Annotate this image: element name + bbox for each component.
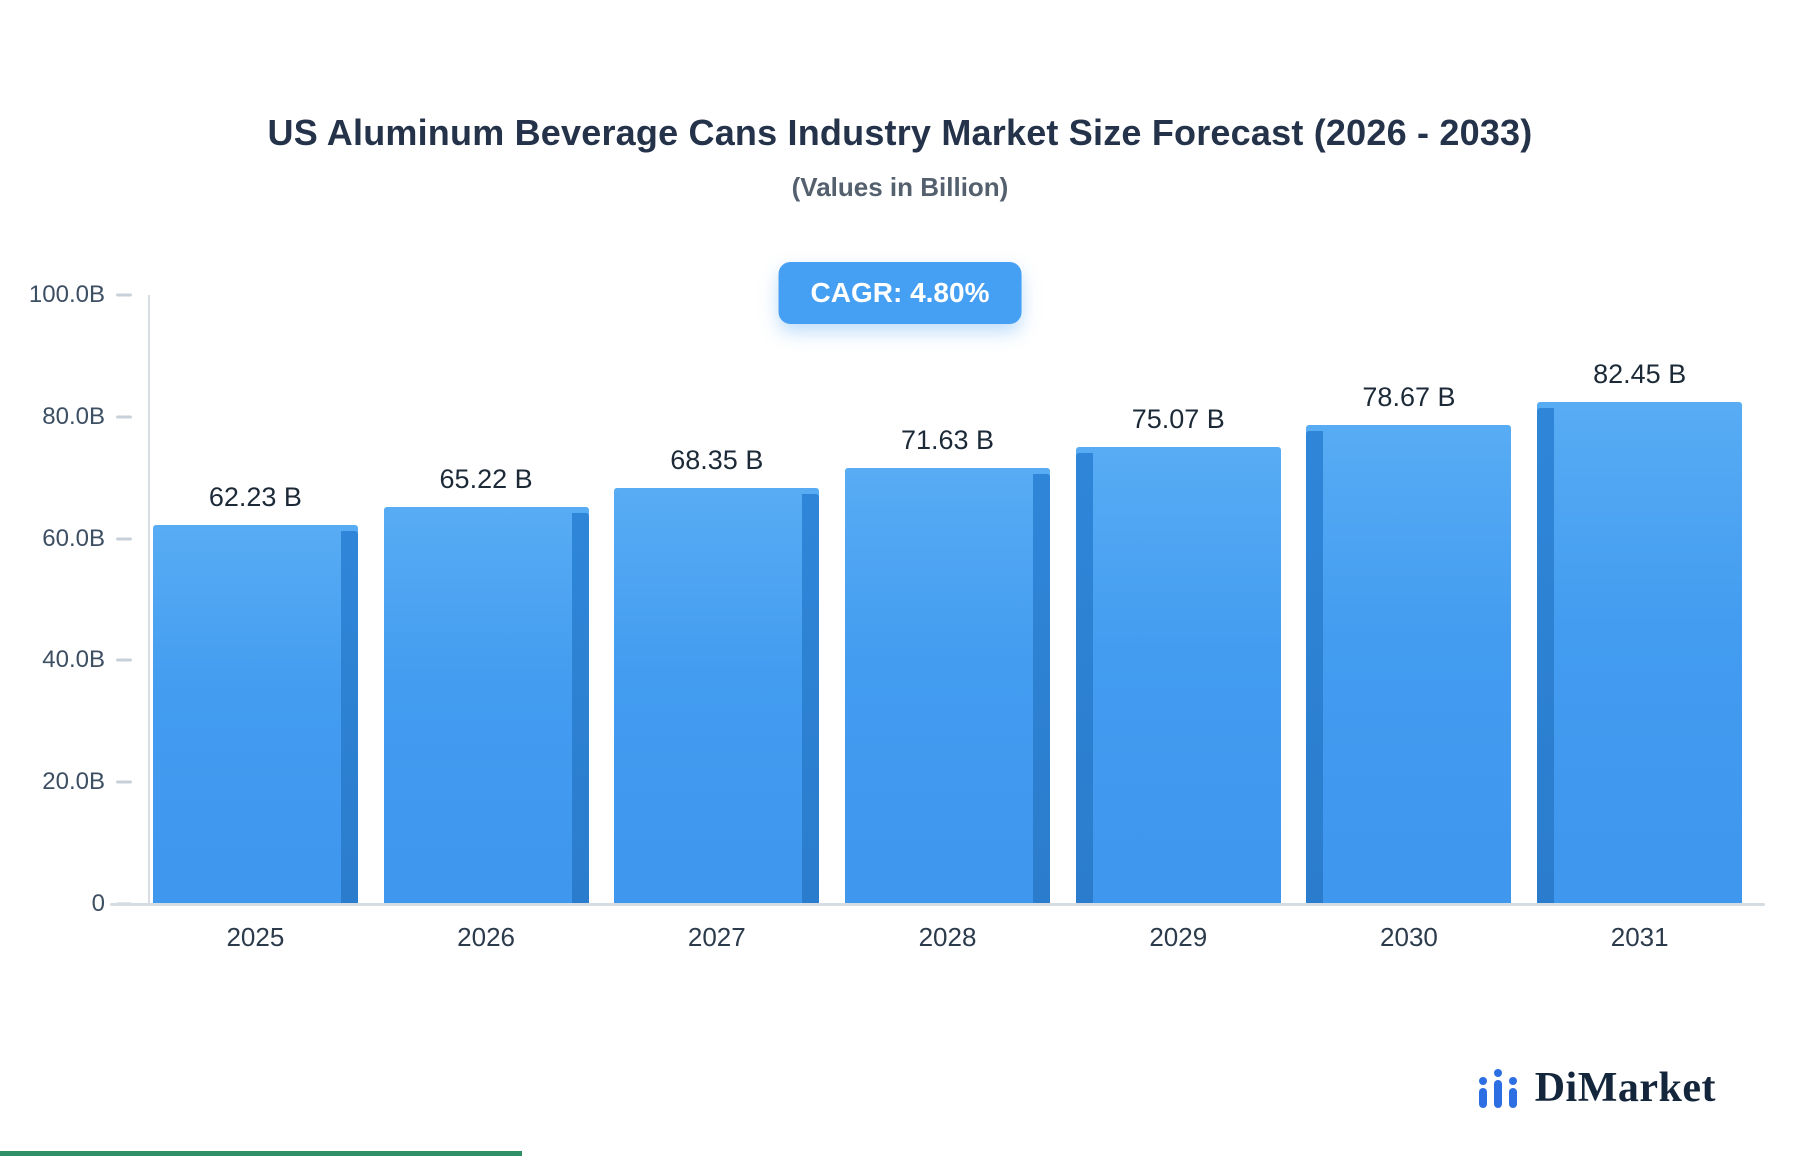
x-axis-label-2029: 2029 (1149, 922, 1208, 952)
bar-group-2029: 75.07 B (1063, 295, 1294, 905)
x-axis-label-2031: 2031 (1610, 922, 1669, 952)
x-axis-line (110, 903, 1765, 906)
bar-group-2028: 71.63 B (832, 295, 1063, 905)
y-axis-label-80.0B: 80.0B (42, 402, 105, 430)
dimarket-logo-text: DiMarket (1534, 1065, 1716, 1111)
cagr-badge: CAGR: 4.80% (778, 262, 1022, 324)
y-axis-label-60.0B: 60.0B (42, 524, 105, 552)
y-axis-tick (116, 415, 132, 419)
y-axis-tick (116, 780, 132, 784)
bar-group-2031: 82.45 B (1524, 295, 1755, 905)
y-axis-tick (116, 658, 132, 662)
chart-title: US Aluminum Beverage Cans Industry Marke… (267, 112, 1533, 153)
bar-value-label: 71.63 B (900, 424, 995, 455)
bar-2026 (383, 506, 589, 905)
y-axis-label-20.0B: 20.0B (42, 768, 105, 796)
y-axis-tick (116, 293, 132, 297)
plot-area: 62.23 B 65.22 B 68.35 B 71.63 B 75.07 B 78.67… (140, 295, 1755, 905)
bottom-accent-strip (0, 1151, 522, 1156)
y-axis-label-40.0B: 40.0B (42, 646, 105, 674)
y-axis-tick (116, 537, 132, 541)
bar-2027 (614, 487, 820, 905)
bar-2030 (1306, 424, 1512, 905)
dimarket-logo-icon (1478, 1069, 1517, 1108)
bar-2025 (152, 525, 358, 904)
y-axis-label-0: 0 (91, 890, 105, 917)
bar-value-label: 68.35 B (670, 444, 764, 475)
bar-value-label: 62.23 B (208, 482, 302, 513)
bar-2031 (1537, 401, 1743, 905)
bar-value-label: 65.22 B (439, 463, 533, 494)
y-axis-label-100.0B: 100.0B (28, 281, 105, 308)
bar-group-2025: 62.23 B (140, 295, 371, 904)
bar-group-2027: 68.35 B (601, 295, 832, 905)
dimarket-logo: DiMarket (1475, 1064, 1716, 1112)
bar-2029 (1075, 446, 1281, 905)
x-axis-label-2025: 2025 (226, 922, 285, 952)
bar-2028 (845, 467, 1051, 905)
bar-value-label: 78.67 B (1362, 381, 1456, 412)
y-axis-line (148, 295, 150, 904)
chart-subtitle: (Values in Billion) (791, 172, 1009, 202)
x-axis-label-2026: 2026 (457, 922, 515, 952)
x-axis-label-2028: 2028 (918, 922, 977, 952)
x-axis-label-2030: 2030 (1380, 922, 1438, 952)
cagr-label: CAGR: 4.80% (810, 277, 990, 308)
bar-group-2030: 78.67 B (1294, 295, 1525, 905)
bar-group-2026: 65.22 B (371, 295, 602, 905)
x-axis-label-2027: 2027 (687, 922, 746, 952)
bar-value-label: 82.45 B (1593, 358, 1687, 389)
x-axis-labels: 2025 2026 2027 2028 2029 2030 2031 (140, 922, 1755, 953)
bar-value-label: 75.07 B (1131, 403, 1225, 434)
